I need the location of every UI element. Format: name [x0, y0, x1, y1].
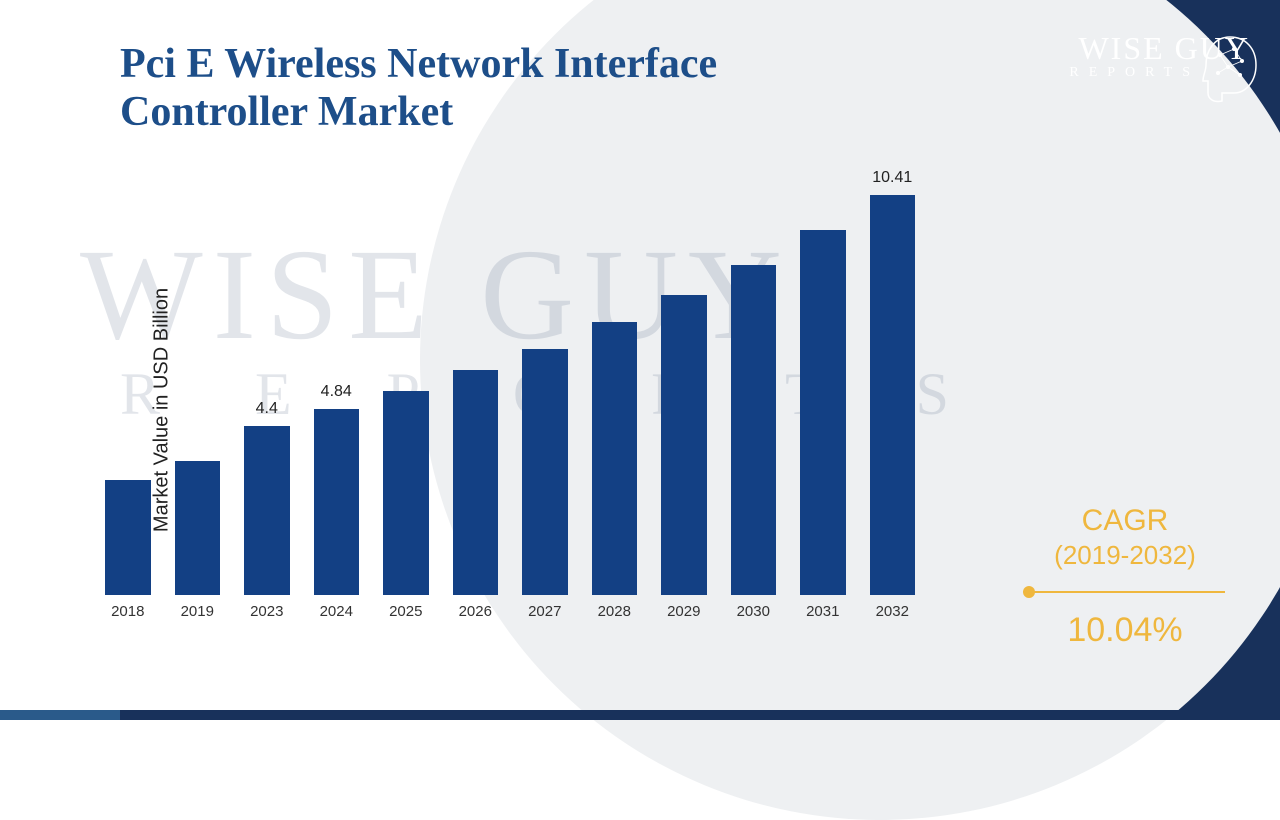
x-tick-label: 2030 — [737, 603, 770, 620]
bar-wrap: 2019 — [170, 195, 226, 595]
bar — [105, 480, 151, 595]
x-tick-label: 2026 — [459, 603, 492, 620]
bar-wrap: 10.412032 — [865, 195, 921, 595]
x-tick-label: 2018 — [111, 603, 144, 620]
x-tick-label: 2019 — [181, 603, 214, 620]
cagr-block: CAGR (2019-2032) 10.04% — [1010, 504, 1240, 650]
bar-wrap: 2030 — [726, 195, 782, 595]
x-tick-label: 2024 — [320, 603, 353, 620]
cagr-divider — [1025, 591, 1225, 593]
bar-wrap: 2018 — [100, 195, 156, 595]
x-tick-label: 2028 — [598, 603, 631, 620]
bar-value-label: 10.41 — [872, 169, 912, 187]
bar-value-label: 4.4 — [256, 400, 278, 418]
chart-title: Pci E Wireless Network Interface Control… — [120, 40, 820, 137]
bar-wrap: 2027 — [517, 195, 573, 595]
bar — [870, 195, 916, 595]
x-tick-label: 2025 — [389, 603, 422, 620]
cagr-years: (2019-2032) — [1010, 540, 1240, 571]
brand-logo: WISE GUY REPORTS — [1069, 30, 1250, 81]
bar — [592, 322, 638, 595]
bottom-accent — [0, 710, 120, 720]
bar-wrap: 4.842024 — [309, 195, 365, 595]
bar — [383, 391, 429, 595]
ai-head-icon — [1200, 35, 1260, 105]
x-tick-label: 2029 — [667, 603, 700, 620]
bar — [522, 349, 568, 595]
bar-wrap: 2029 — [656, 195, 712, 595]
logo-sub-text: REPORTS — [1069, 65, 1200, 81]
bar-wrap: 2025 — [378, 195, 434, 595]
bar-wrap: 2031 — [795, 195, 851, 595]
x-tick-label: 2023 — [250, 603, 283, 620]
bottom-bar — [0, 710, 1280, 720]
bar — [731, 265, 777, 595]
bar — [661, 295, 707, 595]
cagr-value: 10.04% — [1010, 611, 1240, 650]
bar-wrap: 4.42023 — [239, 195, 295, 595]
x-tick-label: 2032 — [876, 603, 909, 620]
cagr-label: CAGR — [1010, 504, 1240, 538]
bar — [314, 409, 360, 595]
bar — [453, 370, 499, 595]
bar-value-label: 4.84 — [321, 383, 352, 401]
bar — [175, 461, 221, 595]
plot-area: 201820194.420234.84202420252026202720282… — [100, 195, 920, 595]
x-tick-label: 2027 — [528, 603, 561, 620]
bar — [800, 230, 846, 595]
bar — [244, 426, 290, 595]
bar-wrap: 2028 — [587, 195, 643, 595]
x-tick-label: 2031 — [806, 603, 839, 620]
bar-chart: Market Value in USD Billion 201820194.42… — [90, 195, 920, 625]
bar-wrap: 2026 — [448, 195, 504, 595]
